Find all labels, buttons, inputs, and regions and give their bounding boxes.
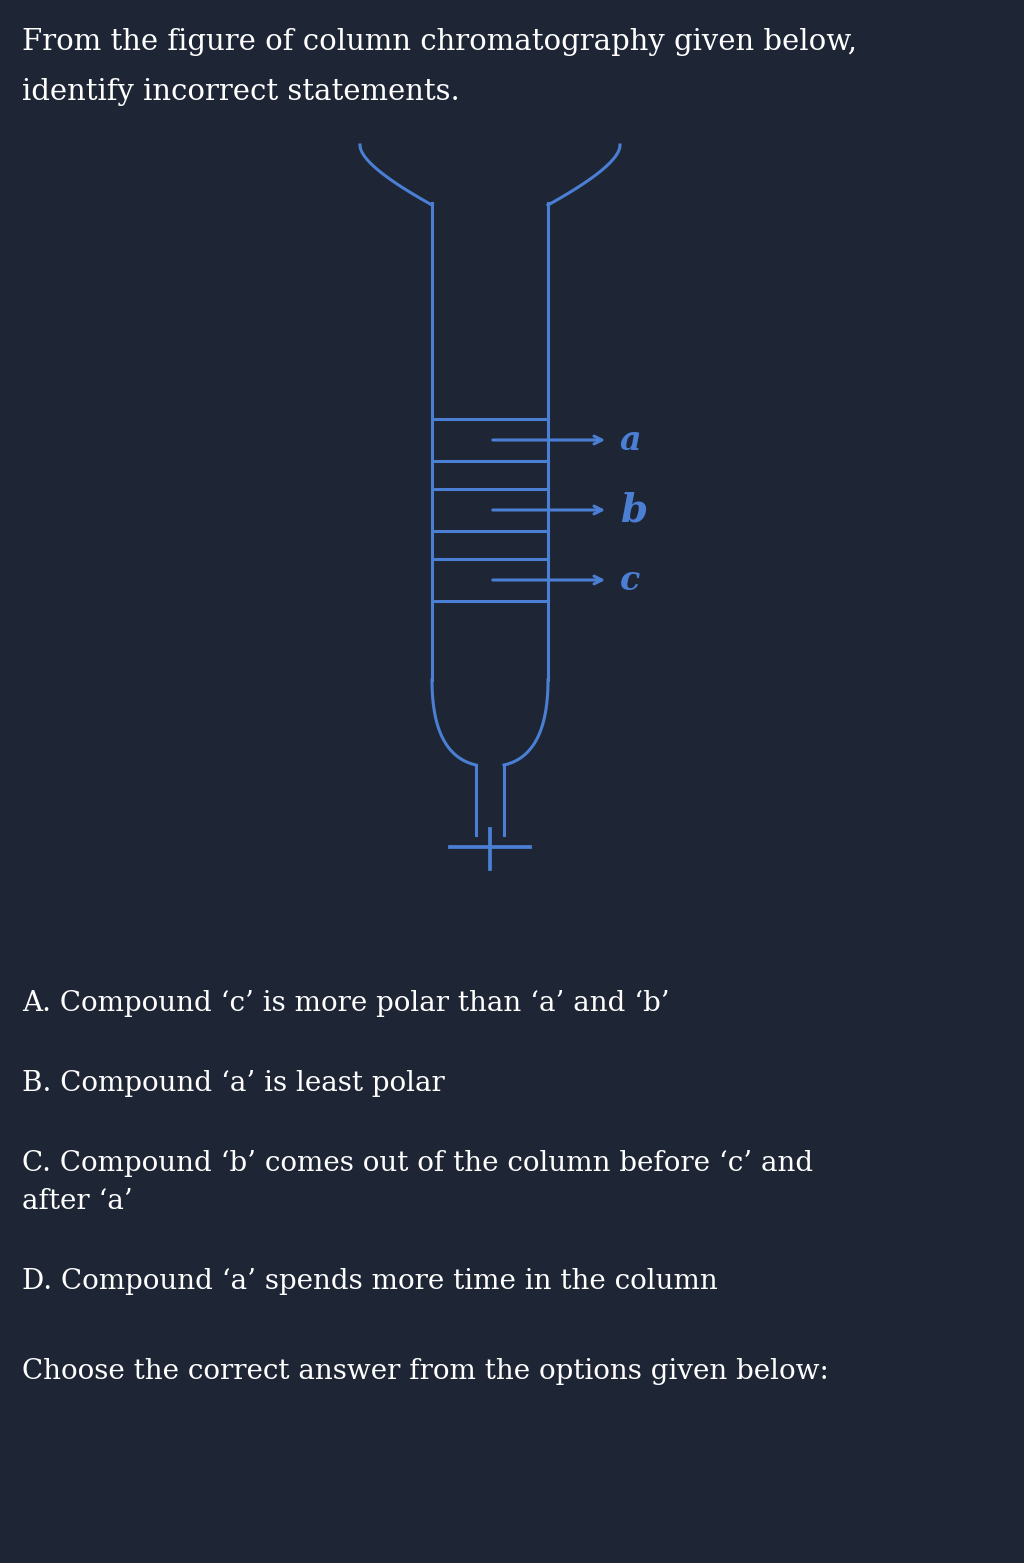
Text: c: c [620, 564, 640, 597]
Text: A. Compound ‘c’ is more polar than ‘a’ and ‘b’: A. Compound ‘c’ is more polar than ‘a’ a… [22, 989, 670, 1018]
Text: From the figure of column chromatography given below,: From the figure of column chromatography… [22, 28, 857, 56]
Text: identify incorrect statements.: identify incorrect statements. [22, 78, 460, 106]
Text: Choose the correct answer from the options given below:: Choose the correct answer from the optio… [22, 1358, 828, 1385]
Text: b: b [620, 491, 647, 528]
Text: D. Compound ‘a’ spends more time in the column: D. Compound ‘a’ spends more time in the … [22, 1268, 718, 1296]
Text: a: a [620, 424, 642, 456]
Text: B. Compound ‘a’ is least polar: B. Compound ‘a’ is least polar [22, 1071, 444, 1097]
Text: C. Compound ‘b’ comes out of the column before ‘c’ and: C. Compound ‘b’ comes out of the column … [22, 1150, 813, 1177]
Text: after ‘a’: after ‘a’ [22, 1188, 133, 1214]
